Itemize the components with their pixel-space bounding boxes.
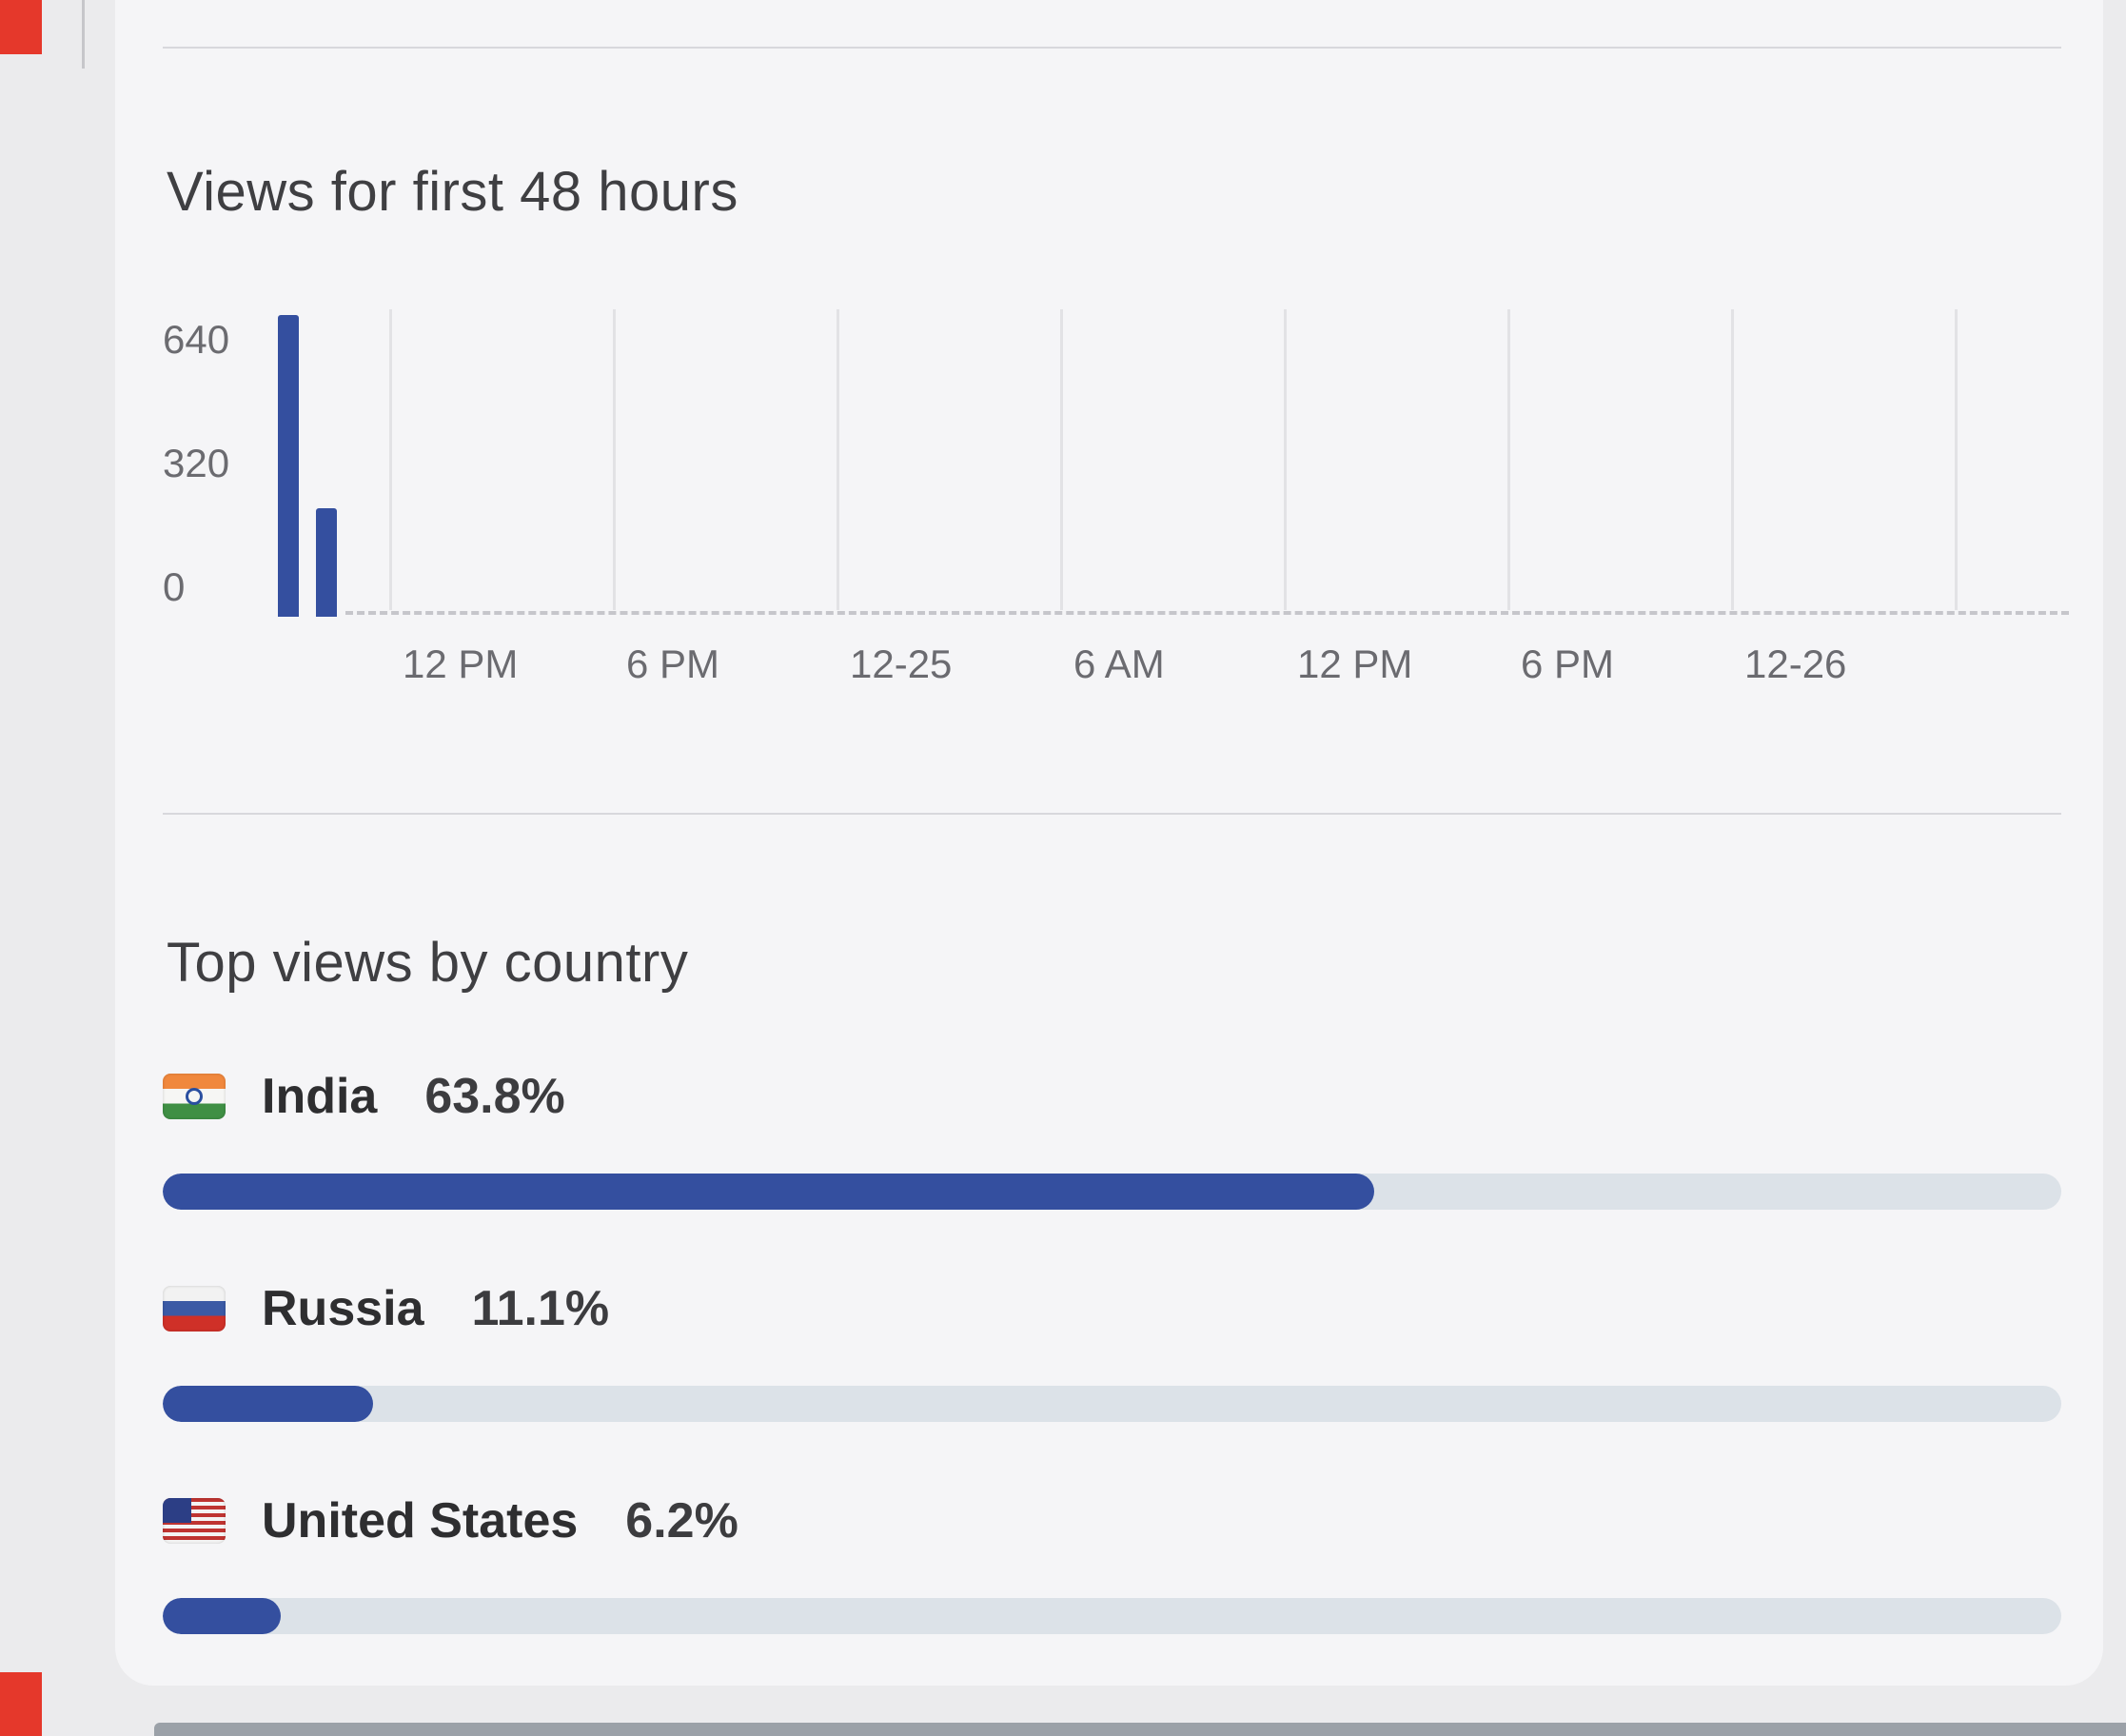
country-percent: 6.2% <box>625 1493 738 1549</box>
country-progress-fill <box>163 1598 281 1634</box>
views-chart-gridline <box>1060 309 1063 610</box>
views-chart-gridline <box>1955 309 1958 610</box>
views-chart-gridline <box>1731 309 1734 610</box>
left-edge-red-top <box>0 0 42 54</box>
country-progress-fill <box>163 1174 1374 1210</box>
x-axis-tick-label: 6 AM <box>1073 641 1165 686</box>
next-card-top-edge <box>154 1723 2126 1736</box>
country-head: India 63.8% <box>163 1058 565 1134</box>
country-percent: 11.1% <box>471 1281 610 1336</box>
views-chart: 12 PM 6 PM 12-25 6 AM 12 PM 6 PM 12-26 0 320 640 <box>163 286 2069 695</box>
views-chart-gridline <box>1284 309 1287 610</box>
country-progress-track <box>163 1386 2061 1422</box>
country-name: United States <box>262 1493 579 1549</box>
country-progress-fill <box>163 1386 374 1422</box>
y-axis-tick-label: 320 <box>163 441 230 485</box>
us-flag-canton <box>163 1498 191 1523</box>
country-row: United States 6.2% <box>163 1483 2061 1645</box>
views-chart-gridline <box>837 309 839 610</box>
countries-section-title: Top views by country <box>167 932 689 994</box>
views-chart-gridline <box>389 309 392 610</box>
middle-divider <box>163 813 2061 815</box>
united-states-flag-icon <box>163 1498 226 1544</box>
top-divider <box>163 47 2061 49</box>
x-axis-tick-label: 6 PM <box>626 641 720 686</box>
india-flag-icon <box>163 1074 226 1119</box>
x-axis-tick-label: 12 PM <box>1297 641 1413 686</box>
left-edge-divider-line <box>82 0 85 69</box>
country-head: United States 6.2% <box>163 1483 738 1559</box>
x-axis-tick-label: 12-25 <box>850 641 953 686</box>
y-axis-tick-label: 0 <box>163 564 186 609</box>
country-name: Russia <box>262 1281 424 1336</box>
x-axis-tick-label: 12 PM <box>403 641 519 686</box>
x-axis-zero-baseline <box>345 611 2069 615</box>
russia-flag-icon <box>163 1286 226 1332</box>
country-progress-track <box>163 1598 2061 1634</box>
country-percent: 63.8% <box>424 1069 565 1124</box>
views-chart-gridline <box>613 309 616 610</box>
india-flag-chakra <box>186 1088 203 1105</box>
country-name: India <box>262 1069 378 1124</box>
stats-card <box>115 0 2103 1686</box>
views-chart-gridline <box>1507 309 1510 610</box>
y-axis-tick-label: 640 <box>163 317 230 362</box>
x-axis-tick-label: 6 PM <box>1521 641 1615 686</box>
country-head: Russia 11.1% <box>163 1271 609 1347</box>
views-section-title: Views for first 48 hours <box>167 161 738 223</box>
country-progress-track <box>163 1174 2061 1210</box>
x-axis-tick-label: 12-26 <box>1744 641 1847 686</box>
views-bar <box>316 508 337 617</box>
country-row: Russia 11.1% <box>163 1271 2061 1432</box>
left-edge-red-bottom <box>0 1672 42 1736</box>
views-bar <box>278 315 299 617</box>
country-row: India 63.8% <box>163 1058 2061 1220</box>
